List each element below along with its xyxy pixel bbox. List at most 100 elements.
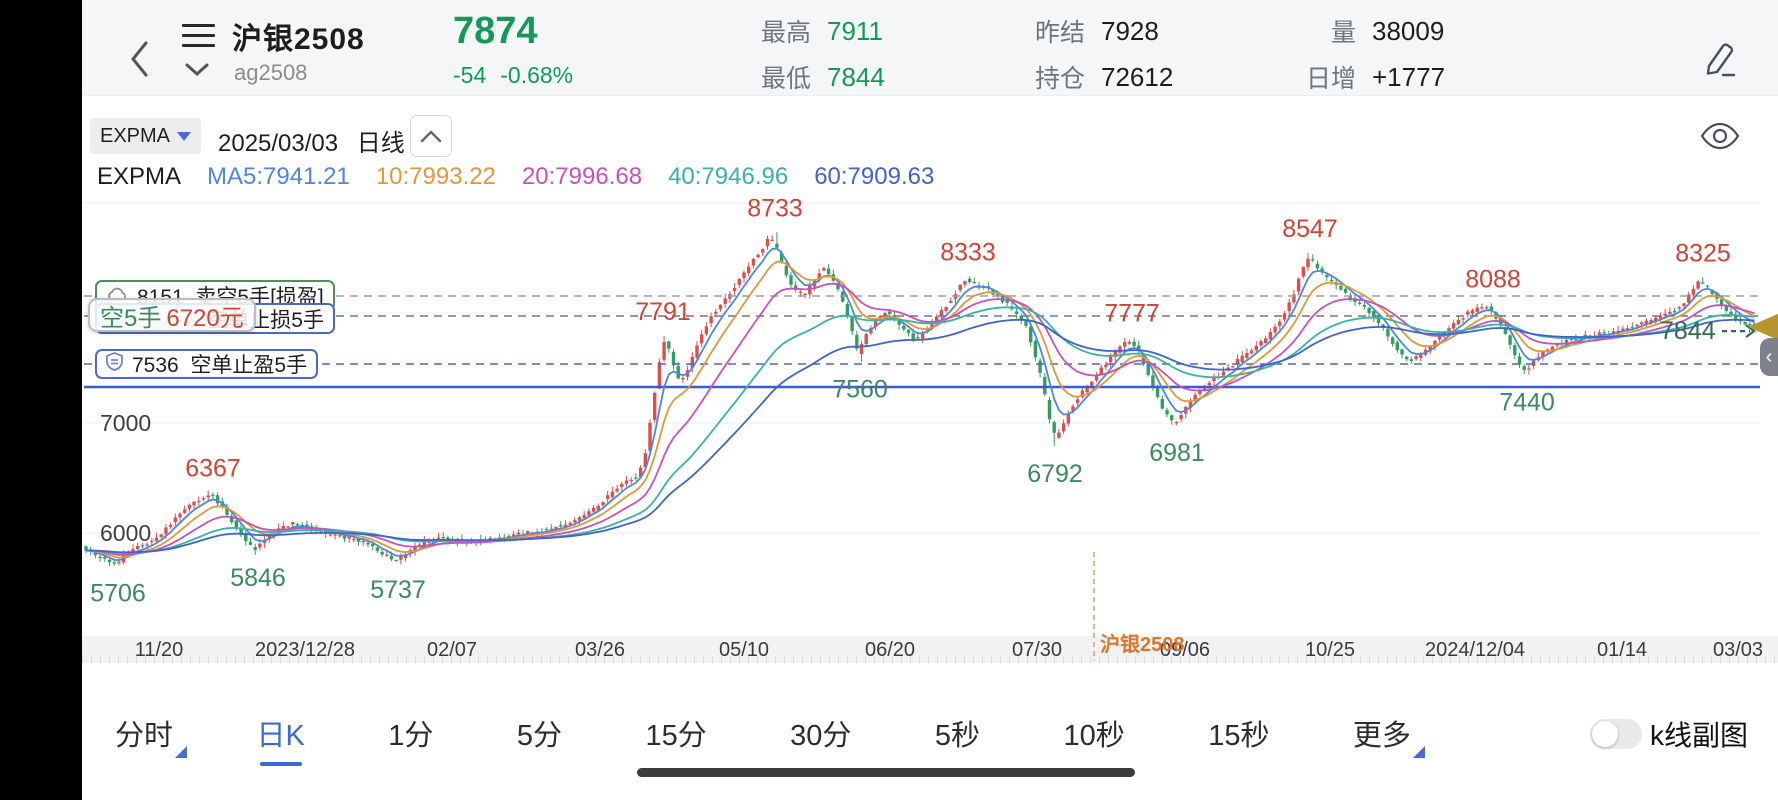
period-nav: 分时 日K 1分 5分 15分 30分 5秒 10秒 15秒 更多 k线副图 xyxy=(82,700,1778,766)
x-axis-label: 09/06 xyxy=(1159,639,1211,661)
period-tab-30分[interactable]: 30分 xyxy=(788,700,853,754)
toggle-knob xyxy=(1592,721,1618,747)
stat-value: +1777 xyxy=(1372,61,1446,92)
x-axis-label: 03/03 xyxy=(1712,639,1764,661)
price-label: 5737 xyxy=(370,576,426,604)
period-tab-日K[interactable]: 日K xyxy=(254,700,306,766)
period-tab-分时[interactable]: 分时 xyxy=(113,700,188,758)
period-tab-label: 10秒 xyxy=(1063,720,1125,752)
stat-label: 最高 xyxy=(760,19,811,47)
price-label: 8733 xyxy=(747,194,803,222)
side-panel-handle[interactable]: ‹ xyxy=(1760,338,1778,376)
legend-item: 60:7909.63 xyxy=(814,163,935,190)
period-tab-label: 更多 xyxy=(1352,720,1411,752)
period-tab-label: 15秒 xyxy=(1208,720,1270,752)
subchart-toggle-label: k线副图 xyxy=(1650,720,1749,751)
period-tab-更多[interactable]: 更多 xyxy=(1351,700,1425,758)
x-axis-label: 2023/12/28 xyxy=(254,639,356,661)
left-letterbox xyxy=(0,0,82,800)
order-line-label-take-profit[interactable]: 7536 空单止盈5手 xyxy=(95,349,319,379)
stat-row: 最低 7844 xyxy=(749,61,885,94)
stat-value: 7911 xyxy=(827,15,883,46)
stat-row: 持仓 72612 xyxy=(1023,61,1174,94)
price-label: 8325 xyxy=(1675,239,1731,267)
price-label: 6981 xyxy=(1149,439,1205,467)
stat-label: 量 xyxy=(1330,19,1356,47)
price-label: 7791 xyxy=(635,298,691,326)
cloud-icon xyxy=(106,284,128,308)
stat-row: 最高 7911 xyxy=(749,15,883,48)
active-underline xyxy=(259,762,302,766)
stat-value: 38009 xyxy=(1372,15,1445,46)
x-axis-label: 2024/12/04 xyxy=(1424,639,1526,661)
period-tab-5分[interactable]: 5分 xyxy=(515,700,564,754)
stat-label: 持仓 xyxy=(1034,65,1085,93)
x-axis-ticks xyxy=(82,656,1778,663)
price-label: 8333 xyxy=(940,238,996,266)
x-axis-label: 11/20 xyxy=(134,639,184,661)
price-label: 7440 xyxy=(1499,389,1555,417)
period-tab-label: 15分 xyxy=(645,720,707,752)
menu-icon[interactable] xyxy=(182,24,215,54)
order-line-text: 7536 空单止盈5手 xyxy=(132,354,308,377)
indicator-selector[interactable]: EXPMA xyxy=(90,118,202,154)
price-label: 5846 xyxy=(230,564,286,592)
last-low-label: 7844 xyxy=(1660,317,1716,345)
price-change: -54 -0.68% xyxy=(453,62,587,89)
legend-indicator-name: EXPMA xyxy=(97,163,182,190)
collapse-button[interactable] xyxy=(410,115,452,157)
price-label: 7560 xyxy=(832,375,888,403)
period-tab-label: 1分 xyxy=(388,720,434,752)
position-pnl: 6720元 xyxy=(166,304,244,332)
ma-legend: EXPMA MA5:7941.21 10:7993.22 20:7996.68 40:… xyxy=(82,162,1778,192)
position-size: 空5手 xyxy=(100,304,162,332)
price-label: 5706 xyxy=(90,579,146,607)
period-tab-15秒[interactable]: 15秒 xyxy=(1206,700,1271,754)
stat-row: 昨结 7928 xyxy=(1023,16,1159,48)
price-label: 7777 xyxy=(1104,300,1160,328)
change-percent: -0.68% xyxy=(500,62,574,88)
x-axis-label: 05/10 xyxy=(718,639,770,661)
shield-icon xyxy=(106,351,123,377)
legend-item: MA5:7941.21 xyxy=(207,163,350,190)
position-info-chip[interactable]: 空5手 6720元 xyxy=(88,298,256,332)
legend-item: 40:7946.96 xyxy=(668,163,789,190)
indicator-name: EXPMA xyxy=(100,124,171,147)
period-tab-label: 日K xyxy=(256,720,305,752)
price-label: 6367 xyxy=(185,455,241,483)
period-tab-5秒[interactable]: 5秒 xyxy=(933,700,982,754)
stat-row: 量 38009 xyxy=(1294,15,1445,48)
contract-start-label: 沪银2508 xyxy=(1100,634,1185,656)
stat-value: 72612 xyxy=(1101,61,1174,92)
legend-items: MA5:7941.21 10:7993.22 20:7996.68 40:7946.9… xyxy=(181,163,934,191)
subchart-toggle[interactable] xyxy=(1590,719,1642,749)
price-label: 8547 xyxy=(1282,215,1338,243)
y-axis-label: 6000 xyxy=(100,520,151,546)
x-axis-label: 10/25 xyxy=(1304,639,1356,661)
dropdown-caret-icon xyxy=(175,746,188,758)
symbol-code: ag2508 xyxy=(234,60,308,85)
chart-toolbar: EXPMA 2025/03/03 日线 xyxy=(82,96,1778,162)
period-tab-10秒[interactable]: 10秒 xyxy=(1061,700,1126,754)
y-axis-label: 7000 xyxy=(100,410,151,436)
price-label: 6792 xyxy=(1027,460,1083,488)
chart-date-period: 2025/03/03 日线 xyxy=(218,123,405,158)
dropdown-caret-icon xyxy=(1412,746,1425,758)
period-tab-label: 5分 xyxy=(516,720,562,752)
symbol-title[interactable]: 沪银2508 xyxy=(232,23,365,56)
period-tab-label: 30分 xyxy=(790,720,852,752)
legend-item: 10:7993.22 xyxy=(375,163,496,190)
period-tab-label: 分时 xyxy=(115,720,174,752)
x-axis-label: 03/26 xyxy=(574,639,626,661)
stat-row: 日增 +1777 xyxy=(1294,61,1446,94)
back-icon[interactable] xyxy=(130,40,150,83)
chevron-down-icon[interactable] xyxy=(184,62,210,83)
period-tab-1分[interactable]: 1分 xyxy=(386,700,435,754)
home-indicator[interactable] xyxy=(637,768,1135,777)
eye-icon[interactable] xyxy=(1700,122,1740,155)
stat-value: 7844 xyxy=(827,61,885,92)
chart-period: 日线 xyxy=(356,130,405,157)
period-tab-15分[interactable]: 15分 xyxy=(643,700,708,754)
edit-icon[interactable] xyxy=(1703,42,1737,83)
